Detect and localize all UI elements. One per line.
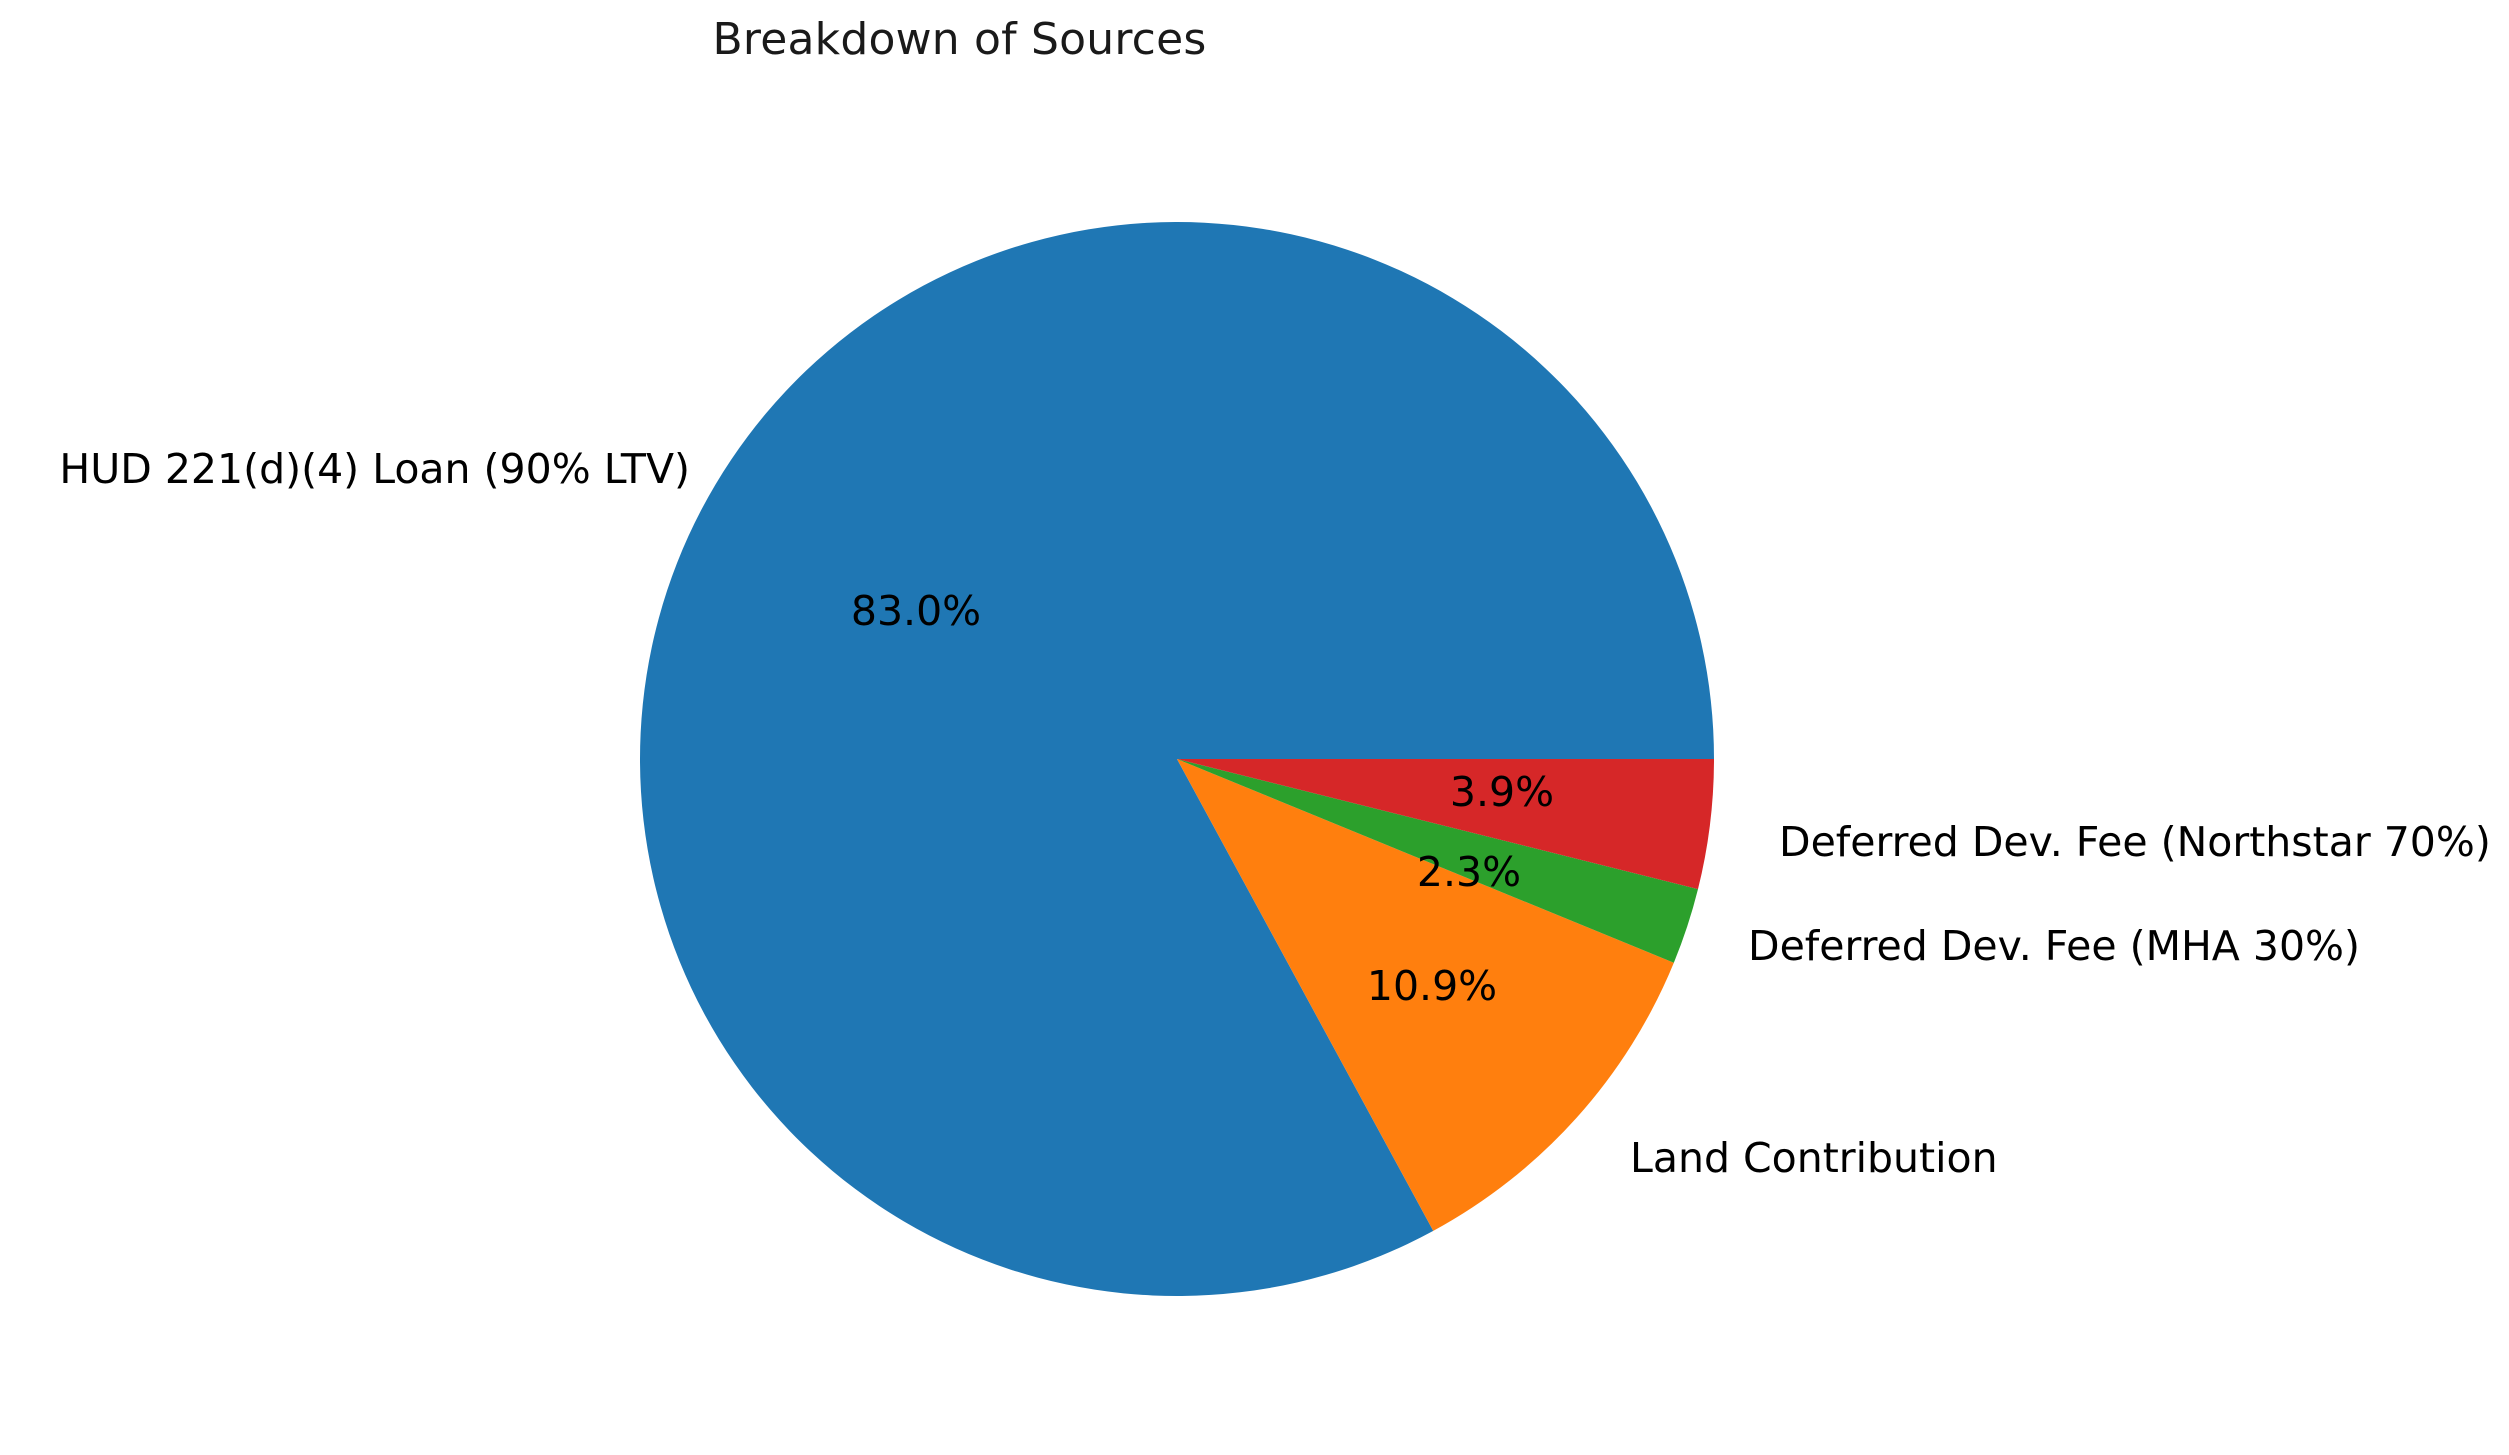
- pie-category-label-land-contribution: Land Contribution: [1630, 1134, 1998, 1182]
- pie-percent-label-land-contribution: 10.9%: [1367, 962, 1497, 1010]
- pie-slice-deferred-dev-fee-northstar[interactable]: [1177, 759, 1714, 890]
- pie-percent-label-hud-221-d-4-loan: 83.0%: [851, 587, 981, 635]
- pie-percent-label-deferred-dev-fee-northstar: 3.9%: [1450, 768, 1554, 816]
- pie-category-label-hud-221-d-4-loan: HUD 221(d)(4) Loan (90% LTV): [59, 445, 690, 493]
- pie-slice-land-contribution[interactable]: [1177, 759, 1674, 1231]
- pie-slice-hud-221-d-4-loan[interactable]: [640, 222, 1714, 1297]
- pie-category-label-deferred-dev-fee-northstar: Deferred Dev. Fee (Northstar 70%): [1779, 818, 2491, 866]
- chart-title: Breakdown of Sources: [712, 14, 1207, 65]
- pie-percent-label-deferred-dev-fee-mha: 2.3%: [1417, 848, 1521, 896]
- pie-category-label-deferred-dev-fee-mha: Deferred Dev. Fee (MHA 30%): [1748, 922, 2360, 970]
- pie-slice-deferred-dev-fee-mha[interactable]: [1177, 759, 1698, 963]
